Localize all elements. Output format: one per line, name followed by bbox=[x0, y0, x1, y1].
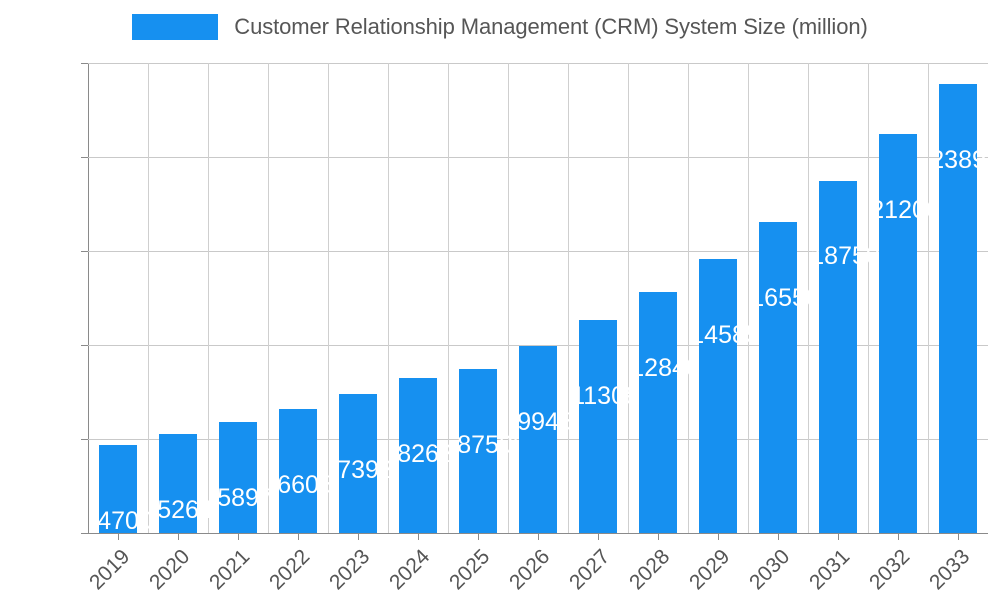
bar[interactable] bbox=[579, 320, 617, 533]
x-tick-label: 2032 bbox=[864, 545, 915, 595]
bar[interactable] bbox=[699, 258, 737, 533]
vertical-gridline bbox=[568, 63, 569, 533]
bar[interactable] bbox=[219, 422, 257, 533]
y-tick-mark bbox=[81, 345, 88, 346]
x-tick-label: 2020 bbox=[144, 545, 195, 595]
vertical-gridline bbox=[268, 63, 269, 533]
vertical-gridline bbox=[328, 63, 329, 533]
y-tick-mark bbox=[81, 63, 88, 64]
gridline bbox=[88, 63, 988, 64]
x-tick-label: 2029 bbox=[684, 545, 735, 595]
x-tick-mark bbox=[838, 533, 839, 540]
x-tick-label: 2019 bbox=[84, 545, 135, 595]
x-tick-mark bbox=[418, 533, 419, 540]
x-tick-mark bbox=[598, 533, 599, 540]
gridline bbox=[88, 157, 988, 158]
x-tick-label: 2024 bbox=[384, 545, 435, 595]
y-tick-mark bbox=[81, 251, 88, 252]
bar[interactable] bbox=[99, 444, 137, 533]
bar[interactable] bbox=[159, 434, 197, 533]
x-tick-mark bbox=[358, 533, 359, 540]
x-tick-mark bbox=[118, 533, 119, 540]
vertical-gridline bbox=[508, 63, 509, 533]
bar[interactable] bbox=[279, 408, 317, 533]
y-axis-line bbox=[88, 63, 89, 533]
x-tick-mark bbox=[658, 533, 659, 540]
bar[interactable] bbox=[339, 394, 377, 533]
x-tick-mark bbox=[898, 533, 899, 540]
x-tick-label: 2030 bbox=[744, 545, 795, 595]
plot-area: 050000100000150000200000250000 201920202… bbox=[81, 63, 1000, 594]
x-tick-label: 2027 bbox=[564, 545, 615, 595]
y-tick-mark bbox=[81, 157, 88, 158]
vertical-gridline bbox=[448, 63, 449, 533]
x-tick-mark bbox=[718, 533, 719, 540]
x-tick-mark bbox=[778, 533, 779, 540]
bar[interactable] bbox=[639, 291, 677, 533]
bar[interactable] bbox=[879, 134, 917, 533]
y-tick-mark bbox=[81, 533, 88, 534]
bar[interactable] bbox=[399, 377, 437, 533]
bar[interactable] bbox=[459, 368, 497, 533]
vertical-gridline bbox=[688, 63, 689, 533]
x-tick-label: 2023 bbox=[324, 545, 375, 595]
legend-label: Customer Relationship Management (CRM) S… bbox=[234, 14, 868, 39]
chart-legend: Customer Relationship Management (CRM) S… bbox=[0, 14, 1000, 40]
vertical-gridline bbox=[388, 63, 389, 533]
x-tick-mark bbox=[178, 533, 179, 540]
vertical-gridline bbox=[928, 63, 929, 533]
gridline bbox=[88, 251, 988, 252]
vertical-gridline bbox=[748, 63, 749, 533]
vertical-gridline bbox=[208, 63, 209, 533]
vertical-gridline bbox=[628, 63, 629, 533]
bar[interactable] bbox=[939, 83, 977, 533]
bar[interactable] bbox=[819, 180, 857, 533]
x-tick-mark bbox=[298, 533, 299, 540]
x-tick-label: 2033 bbox=[924, 545, 975, 595]
legend-color-swatch bbox=[132, 14, 219, 40]
x-tick-label: 2022 bbox=[264, 545, 315, 595]
vertical-gridline bbox=[148, 63, 149, 533]
bar[interactable] bbox=[759, 221, 797, 533]
y-tick-mark bbox=[81, 439, 88, 440]
x-tick-mark bbox=[538, 533, 539, 540]
x-tick-label: 2025 bbox=[444, 545, 495, 595]
x-tick-mark bbox=[238, 533, 239, 540]
x-tick-label: 2031 bbox=[804, 545, 855, 595]
x-tick-mark bbox=[478, 533, 479, 540]
vertical-gridline bbox=[868, 63, 869, 533]
vertical-gridline bbox=[808, 63, 809, 533]
x-tick-label: 2021 bbox=[204, 545, 255, 595]
x-tick-label: 2026 bbox=[504, 545, 555, 595]
bar[interactable] bbox=[519, 346, 557, 533]
x-tick-label: 2028 bbox=[624, 545, 675, 595]
x-tick-mark bbox=[958, 533, 959, 540]
gridline bbox=[88, 345, 988, 346]
